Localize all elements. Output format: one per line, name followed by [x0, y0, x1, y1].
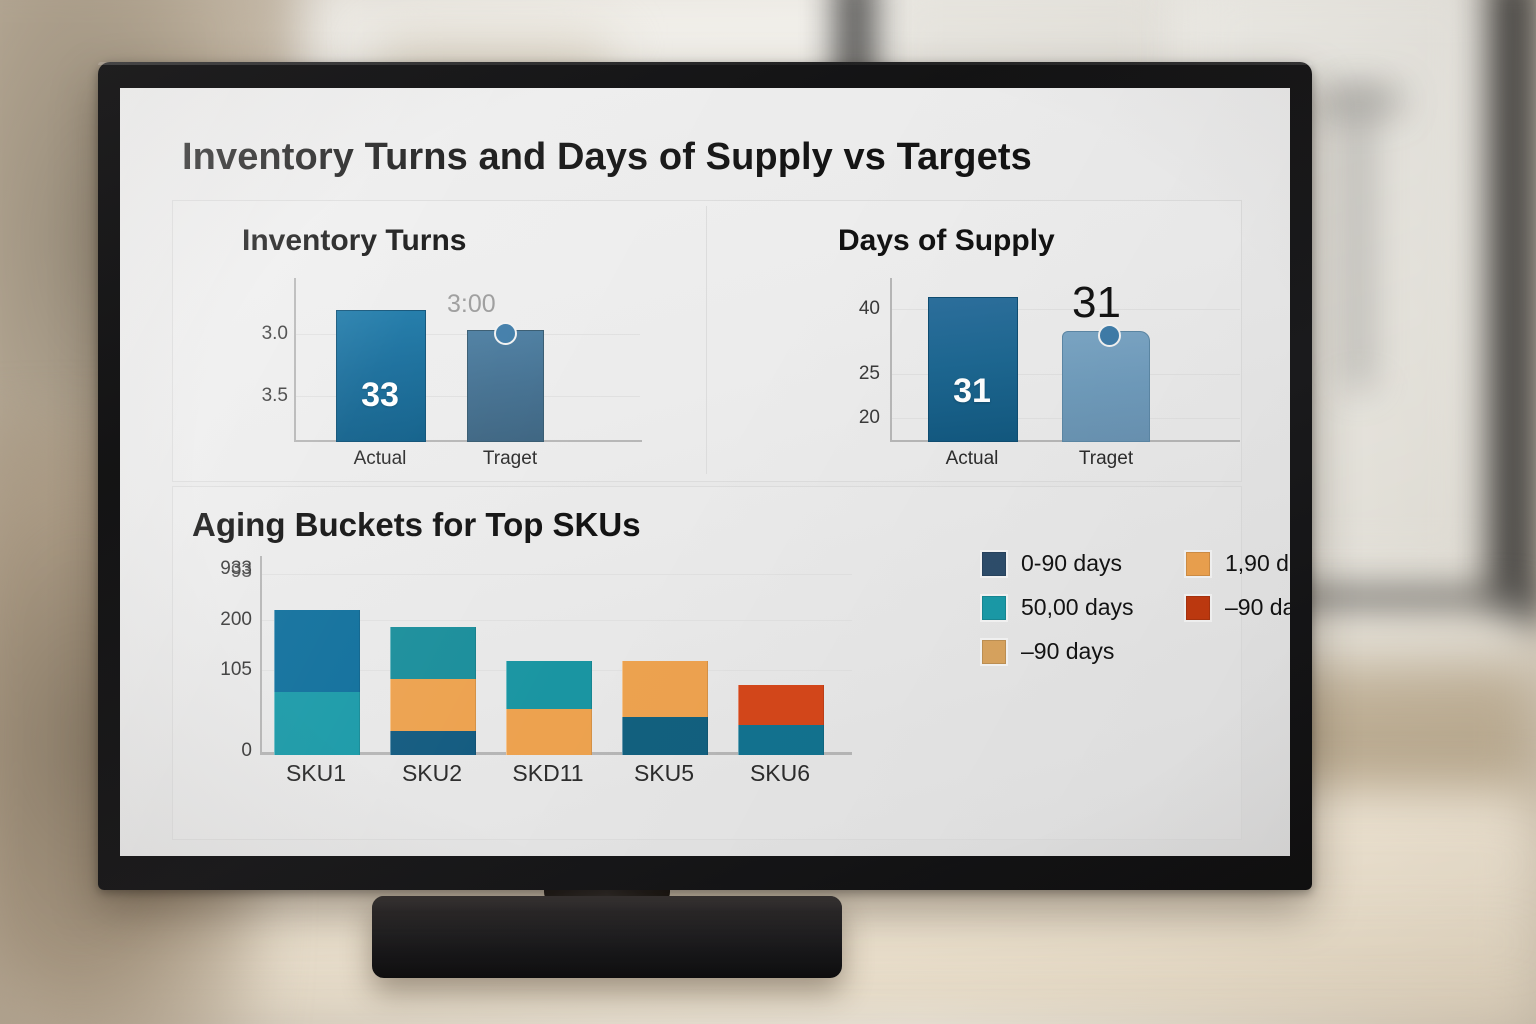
monitor-stand-base-top	[372, 896, 842, 912]
background-pole	[1348, 90, 1370, 390]
y-tick-label: 25	[858, 363, 880, 384]
legend-label: 1,90 days	[1225, 550, 1290, 576]
x-tick-label: SKU5	[633, 760, 695, 786]
aging-buckets-title: Aging Buckets for Top SKUs	[192, 506, 641, 543]
target-annotation: 3:00	[447, 290, 496, 318]
legend-item[interactable]: 1,90 days	[1186, 550, 1290, 577]
y-tick-label: 200	[220, 609, 252, 630]
y-tick-label: 933	[220, 558, 252, 579]
stack-segment	[390, 679, 476, 731]
x-tick-label: SKD11	[512, 760, 584, 786]
gridline	[262, 620, 852, 621]
legend-label: 50,00 days	[1021, 594, 1134, 620]
stacked-bar[interactable]	[390, 627, 476, 755]
legend-swatch	[982, 595, 1006, 620]
stack-segment	[738, 725, 824, 755]
target-annotation: 31	[1072, 278, 1121, 327]
y-tick-label: 3.5	[261, 385, 288, 406]
legend-item[interactable]: 50,00 days	[982, 594, 1134, 621]
legend-item[interactable]: –90 days	[982, 638, 1114, 665]
monitor-bezel-highlight	[98, 62, 1312, 65]
x-tick-label-target: Traget	[1078, 448, 1134, 469]
monitor-screen: Inventory Turns and Days of Supply vs Ta…	[120, 88, 1290, 856]
legend-label: –90 days	[1021, 638, 1115, 664]
stack-segment	[738, 685, 824, 725]
legend-swatch	[1186, 551, 1210, 576]
stacked-bar[interactable]	[622, 661, 708, 755]
page-title: Inventory Turns and Days of Supply vs Ta…	[182, 136, 1032, 178]
stack-segment	[622, 717, 708, 755]
gridline	[262, 574, 852, 575]
bar-actual[interactable]	[336, 310, 426, 442]
bar-value-label: 31	[953, 372, 991, 410]
stack-segment	[506, 709, 592, 755]
bar-actual[interactable]	[928, 297, 1018, 442]
y-axis-line	[294, 278, 296, 440]
y-tick-label-overlap: 93	[230, 561, 252, 582]
legend-swatch	[982, 639, 1006, 664]
y-axis-line	[890, 278, 892, 440]
stack-segment	[274, 692, 360, 755]
inventory-turns-title: Inventory Turns	[242, 224, 467, 257]
x-tick-label-actual: Actual	[945, 448, 999, 469]
computer-monitor: Inventory Turns and Days of Supply vs Ta…	[98, 62, 1312, 890]
x-tick-label-actual: Actual	[353, 448, 407, 469]
y-tick-label: 105	[220, 659, 252, 680]
legend-label: –90 days	[1225, 594, 1290, 620]
bar-target[interactable]	[1062, 331, 1150, 442]
card-divider	[706, 206, 707, 474]
legend-label: 0-90 days	[1021, 550, 1123, 576]
dashboard: Inventory Turns and Days of Supply vs Ta…	[120, 88, 1290, 856]
stack-segment	[390, 627, 476, 679]
stack-segment	[506, 661, 592, 709]
stacked-bar[interactable]	[274, 610, 360, 755]
target-marker-dot	[1098, 324, 1121, 347]
stack-segment	[622, 661, 708, 717]
bar-target[interactable]	[467, 330, 544, 442]
desk-grain	[0, 1000, 1536, 1005]
y-tick-label: 40	[858, 298, 880, 319]
x-tick-label: SKU2	[401, 760, 463, 786]
x-tick-label: SKU1	[285, 760, 347, 786]
gridline	[892, 309, 1240, 310]
x-tick-label-target: Traget	[482, 448, 538, 469]
x-tick-label: SKU6	[749, 760, 811, 786]
stacked-bar[interactable]	[506, 661, 592, 755]
y-axis-line	[260, 556, 262, 752]
y-tick-label: 0	[241, 740, 252, 761]
stack-segment	[390, 731, 476, 755]
legend-item[interactable]: –90 days	[1186, 594, 1290, 621]
target-marker-dot	[494, 322, 517, 345]
legend-item[interactable]: 0-90 days	[982, 550, 1122, 577]
days-of-supply-title: Days of Supply	[838, 224, 1055, 257]
y-tick-label: 3.0	[261, 323, 288, 344]
legend-swatch	[1186, 595, 1210, 620]
stacked-bar[interactable]	[738, 685, 824, 755]
y-tick-label: 20	[858, 407, 880, 428]
stack-segment	[274, 610, 360, 692]
legend-swatch	[982, 551, 1006, 576]
aging-buckets-chart: 933 200 105 0 SKU1 SKU2 SKD11 SKU5 SKU6 93	[192, 552, 952, 814]
inventory-turns-chart: 3.0 3.5 33 3:00 Actual Traget	[242, 272, 662, 469]
days-of-supply-chart: 40 25 20 31 31 Actual Traget	[832, 272, 1252, 469]
bar-value-label: 33	[361, 376, 399, 414]
background-window-mullion	[1490, 0, 1536, 630]
